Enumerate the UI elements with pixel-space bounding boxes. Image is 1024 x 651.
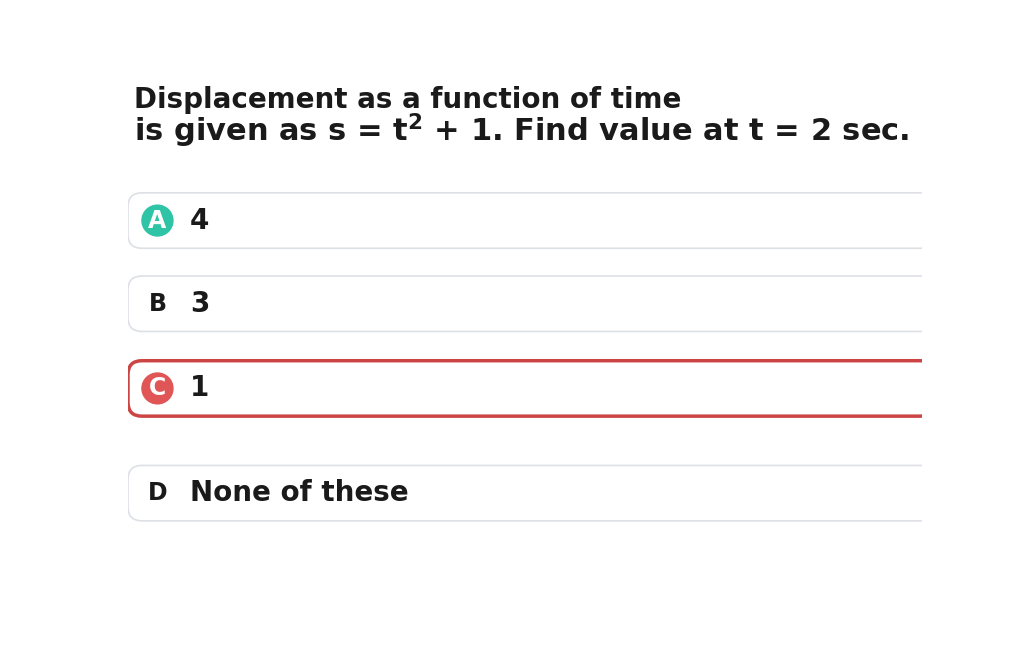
- Text: D: D: [147, 481, 167, 505]
- Text: None of these: None of these: [190, 479, 409, 507]
- FancyBboxPatch shape: [128, 361, 934, 416]
- Text: A: A: [148, 208, 167, 232]
- Text: Displacement as a function of time: Displacement as a function of time: [134, 86, 682, 114]
- Text: 4: 4: [190, 206, 209, 234]
- Text: 3: 3: [190, 290, 209, 318]
- Text: B: B: [148, 292, 167, 316]
- FancyBboxPatch shape: [128, 193, 934, 248]
- Circle shape: [142, 373, 173, 404]
- Circle shape: [142, 205, 173, 236]
- FancyBboxPatch shape: [128, 465, 934, 521]
- Text: is given as s = t$^{\mathbf{2}}$ + 1. Find value at t = 2 sec.: is given as s = t$^{\mathbf{2}}$ + 1. Fi…: [134, 111, 909, 150]
- Text: C: C: [148, 376, 166, 400]
- FancyBboxPatch shape: [128, 276, 934, 331]
- Text: 1: 1: [190, 374, 209, 402]
